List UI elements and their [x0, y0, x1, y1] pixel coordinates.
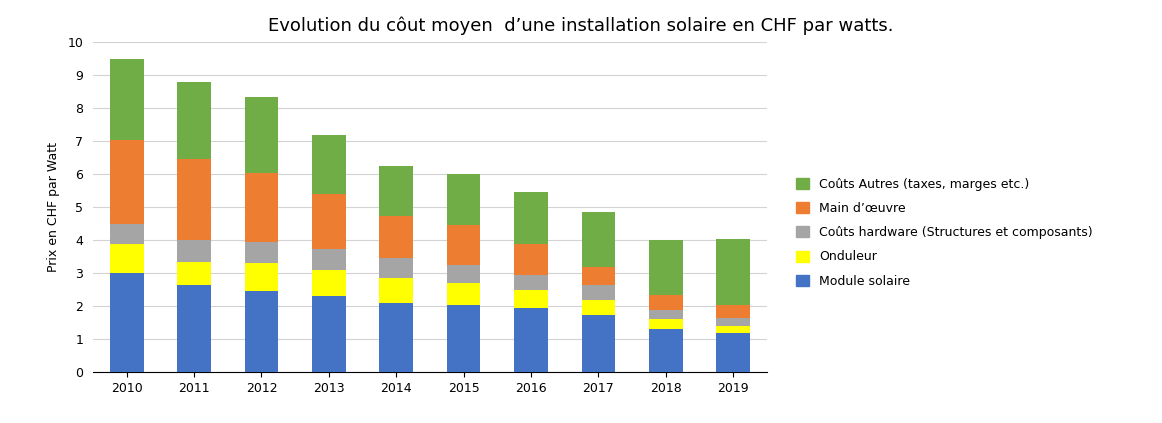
- Bar: [514, 290, 548, 308]
- Bar: [582, 285, 616, 299]
- Bar: [582, 266, 616, 285]
- Y-axis label: Prix en CHF par Watt: Prix en CHF par Watt: [48, 142, 60, 272]
- Bar: [244, 291, 279, 372]
- Bar: [716, 332, 751, 372]
- Bar: [311, 135, 346, 194]
- Bar: [582, 299, 616, 315]
- Bar: [178, 262, 211, 285]
- Bar: [716, 305, 751, 318]
- Bar: [648, 310, 683, 319]
- Bar: [311, 194, 346, 249]
- Bar: [379, 258, 414, 278]
- Bar: [379, 278, 414, 303]
- Bar: [379, 303, 414, 372]
- Bar: [178, 240, 211, 262]
- Bar: [447, 174, 481, 225]
- Bar: [379, 166, 414, 216]
- Bar: [110, 59, 144, 140]
- Bar: [178, 82, 211, 159]
- Bar: [311, 270, 346, 297]
- Bar: [244, 264, 279, 291]
- Bar: [648, 240, 683, 295]
- Bar: [244, 97, 279, 173]
- Bar: [244, 173, 279, 242]
- Bar: [514, 308, 548, 372]
- Bar: [311, 297, 346, 372]
- Bar: [447, 225, 481, 265]
- Bar: [648, 319, 683, 330]
- Bar: [447, 265, 481, 283]
- Bar: [379, 216, 414, 258]
- Bar: [514, 244, 548, 275]
- Bar: [311, 249, 346, 270]
- Bar: [648, 330, 683, 372]
- Bar: [716, 239, 751, 305]
- Bar: [514, 192, 548, 244]
- Bar: [648, 295, 683, 310]
- Bar: [716, 326, 751, 332]
- Bar: [244, 242, 279, 264]
- Bar: [110, 224, 144, 244]
- Bar: [582, 212, 616, 266]
- Bar: [447, 283, 481, 305]
- Bar: [447, 305, 481, 372]
- Bar: [110, 140, 144, 224]
- Text: Evolution du côut moyen  d’une installation solaire en CHF par watts.: Evolution du côut moyen d’une installati…: [268, 17, 894, 36]
- Bar: [178, 285, 211, 372]
- Bar: [178, 159, 211, 240]
- Bar: [514, 275, 548, 290]
- Bar: [582, 315, 616, 372]
- Bar: [110, 244, 144, 273]
- Bar: [110, 273, 144, 372]
- Bar: [716, 318, 751, 326]
- Legend: Coûts Autres (taxes, marges etc.), Main d’œuvre, Coûts hardware (Structures et c: Coûts Autres (taxes, marges etc.), Main …: [796, 178, 1092, 288]
